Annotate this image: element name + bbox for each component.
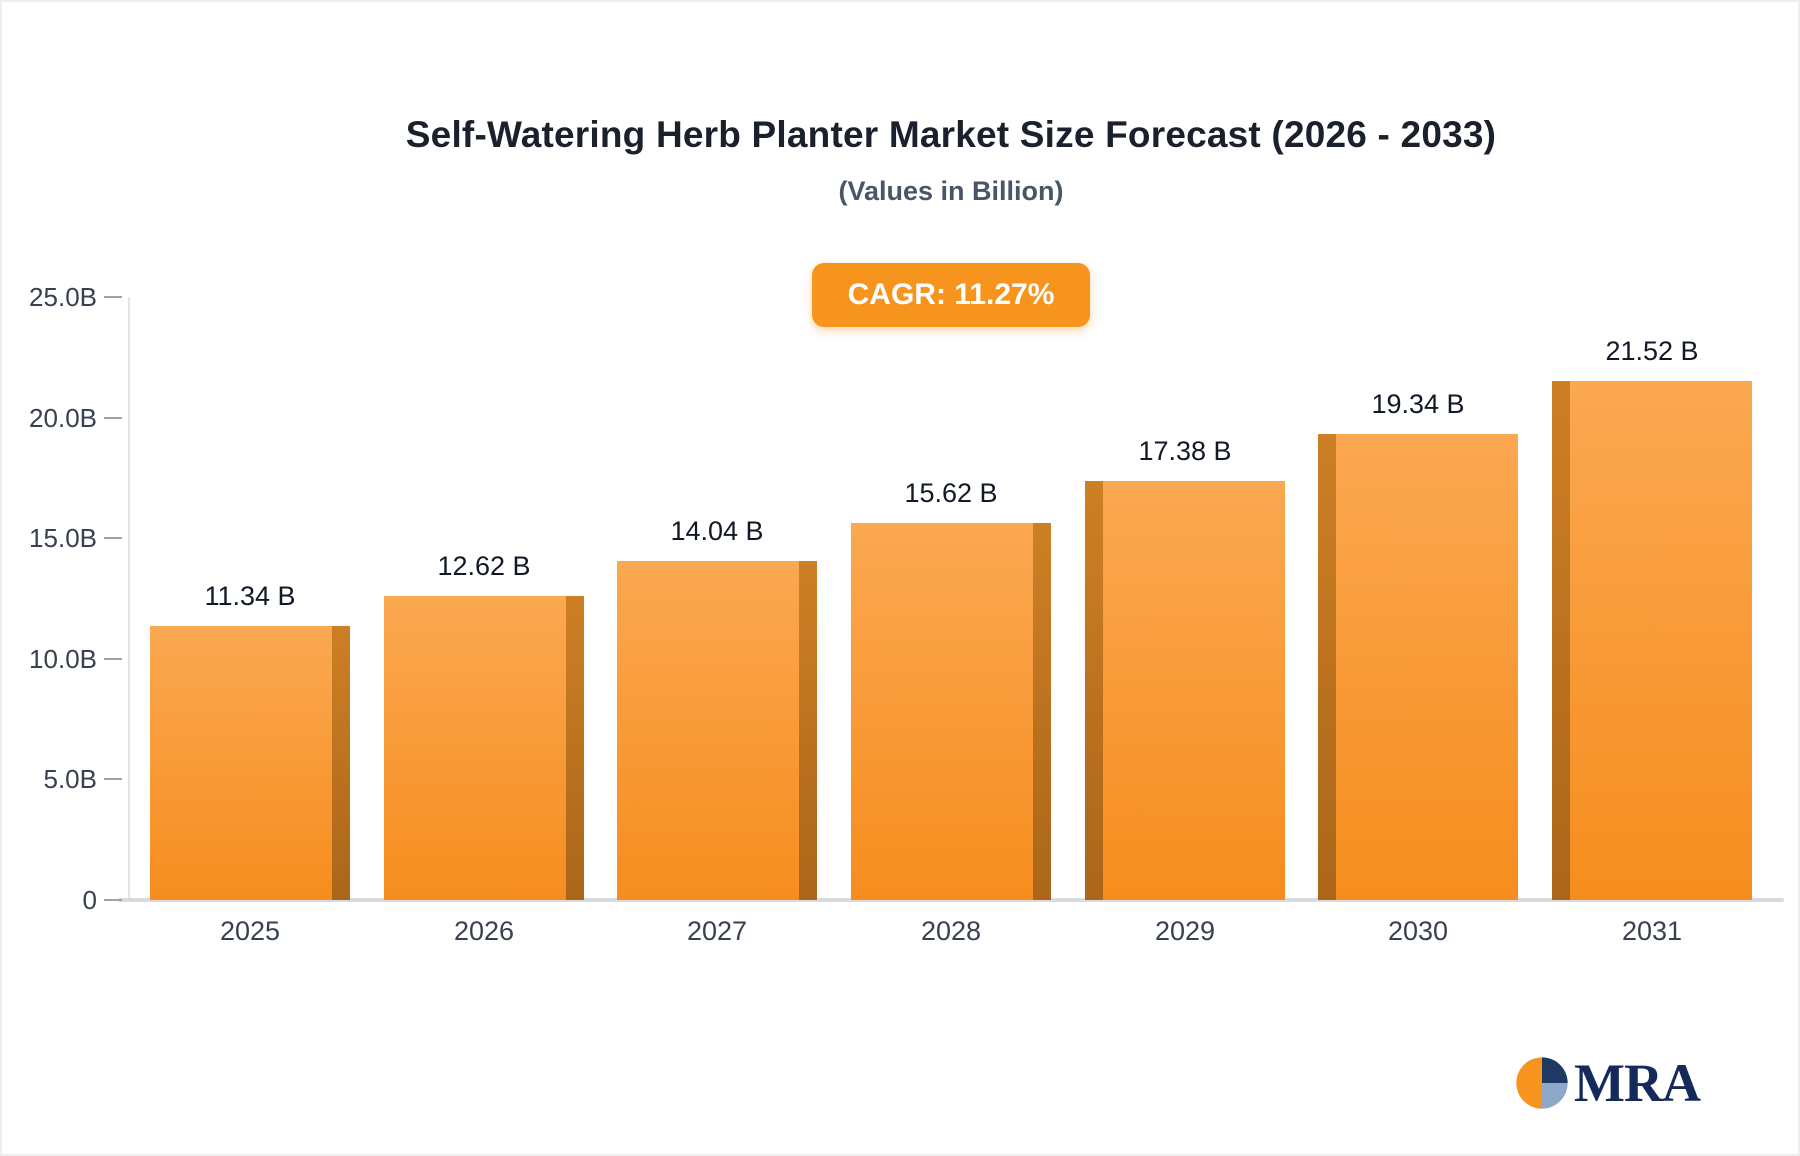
bar-value-label: 11.34 B (204, 581, 296, 611)
y-tick-mark (104, 296, 122, 298)
y-tick-label: 15.0B (29, 523, 97, 554)
y-tick-label: 5.0B (43, 764, 98, 795)
y-tick-label: 10.0B (29, 643, 97, 674)
bar-2027 (617, 561, 817, 900)
x-tick-label: 2030 (1387, 916, 1449, 946)
y-tick-label: 25.0B (29, 282, 97, 312)
bar-value-label: 17.38 B (1138, 436, 1232, 466)
logo-text: MRA (1574, 1053, 1701, 1113)
bar-value-label: 19.34 B (1371, 389, 1465, 419)
bar-2031 (1552, 381, 1752, 900)
bar-value-label: 15.62 B (904, 478, 998, 508)
x-tick-label: 2027 (686, 916, 748, 946)
bar-2025 (150, 626, 350, 900)
brand-logo: MRA (1514, 1052, 1701, 1114)
bar-2029 (1085, 481, 1285, 900)
y-tick-mark (104, 778, 122, 781)
y-tick-mark (104, 899, 122, 901)
logo-pie-icon (1516, 1057, 1568, 1109)
chart-title: Self-Watering Herb Planter Market Size F… (405, 114, 1497, 155)
x-tick-label: 2025 (219, 916, 281, 946)
y-tick-mark (104, 537, 122, 540)
x-axis-line (118, 898, 1784, 902)
bar-value-label: 12.62 B (437, 551, 531, 581)
bar-2026 (384, 596, 584, 900)
plot-area: 11.34 B 12.62 B 14.04 B 15.62 B 17.38 B 19.34… (130, 297, 1772, 900)
chart-header: Self-Watering Herb Planter Market Size F… (130, 2, 1772, 327)
bar-2030 (1318, 434, 1518, 900)
bar-2028 (851, 523, 1051, 900)
bar-value-label: 21.52 B (1605, 336, 1699, 366)
x-tick-label: 2031 (1621, 916, 1683, 946)
y-tick-mark (104, 416, 122, 419)
x-tick-label: 2028 (920, 916, 982, 946)
x-tick-label: 2029 (1154, 916, 1216, 946)
x-tick-label: 2026 (453, 916, 515, 946)
y-tick-label: 0 (82, 885, 97, 915)
y-tick-mark (104, 657, 122, 660)
y-tick-label: 20.0B (29, 402, 97, 433)
chart-subtitle: (Values in Billion) (838, 176, 1064, 206)
y-axis-line (128, 297, 130, 900)
cagr-badge: CAGR: 11.27% (811, 263, 1091, 327)
bar-value-label: 14.04 B (670, 516, 764, 546)
